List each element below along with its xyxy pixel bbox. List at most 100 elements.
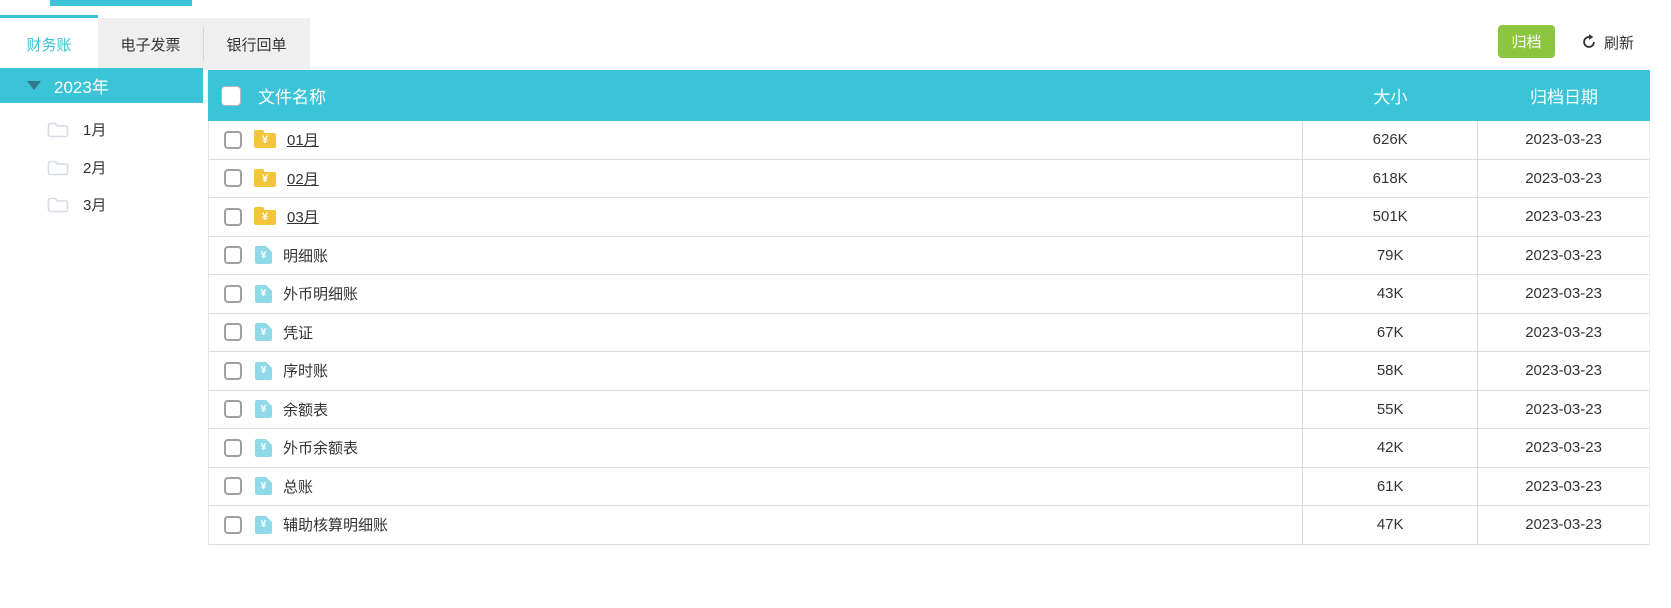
row-checkbox[interactable] [224,284,242,303]
tab-divider [203,27,204,61]
row-name-cell: ¥ 辅助核算明细账 [209,506,1302,544]
table-row: ¥03月 501K 2023-03-23 [209,198,1649,237]
row-name-cell: ¥01月 [209,121,1302,159]
table-header: 文件名称 大小 归档日期 [208,70,1650,121]
size-cell: 58K [1302,352,1477,390]
refresh-label: 刷新 [1604,34,1635,52]
tab-finance-ledger[interactable]: 财务账 [0,15,98,70]
header-name-label: 文件名称 [258,88,326,107]
date-cell: 2023-03-23 [1477,390,1649,428]
row-name-cell: ¥03月 [209,198,1302,236]
row-checkbox[interactable] [224,438,242,457]
archive-button[interactable]: 归档 [1498,25,1555,58]
table-row: ¥ 序时账 58K 2023-03-23 [209,352,1649,391]
file-name: 序时账 [283,363,329,381]
folder-yen-icon: ¥ [254,207,276,226]
date-cell: 2023-03-23 [1477,198,1649,236]
row-checkbox[interactable] [224,323,242,342]
table-row: ¥ 外币明细账 43K 2023-03-23 [209,275,1649,314]
table-row: ¥ 总账 61K 2023-03-23 [209,467,1649,506]
folder-yen-icon: ¥ [254,130,276,149]
date-cell: 2023-03-23 [1477,121,1649,159]
file-name: 明细账 [283,247,329,265]
file-name: 辅助核算明细账 [283,517,389,535]
date-cell: 2023-03-23 [1477,506,1649,544]
date-cell: 2023-03-23 [1477,429,1649,467]
row-checkbox[interactable] [224,207,242,226]
header-size-label: 大小 [1373,88,1408,107]
tab-bank-receipt[interactable]: 银行回单 [226,36,287,54]
row-name-cell: ¥ 序时账 [209,352,1302,390]
file-yen-icon: ¥ [255,438,272,457]
row-name-cell: ¥ 明细账 [209,237,1302,275]
tree-item-label: 3月 [83,197,107,215]
size-cell: 626K [1302,121,1477,159]
sidebar-tree: 1月 2月 3月 [0,103,203,224]
tree-item-label: 2月 [83,159,107,177]
year-label: 2023年 [54,78,109,97]
inactive-tabs-strip: 电子发票 银行回单 [98,18,310,70]
date-cell: 2023-03-23 [1477,275,1649,313]
row-checkbox[interactable] [224,361,242,380]
tree-item-month[interactable]: 2月 [0,149,203,187]
size-cell: 61K [1302,467,1477,505]
file-yen-icon: ¥ [255,477,272,496]
refresh-icon [1580,33,1598,51]
file-name: 凭证 [283,324,314,342]
row-name-cell: ¥ 余额表 [209,391,1302,429]
file-yen-icon: ¥ [255,284,272,303]
date-cell: 2023-03-23 [1477,236,1649,274]
size-cell: 42K [1302,429,1477,467]
date-cell: 2023-03-23 [1477,467,1649,505]
table-row: ¥02月 618K 2023-03-23 [209,159,1649,198]
row-name-cell: ¥ 凭证 [209,314,1302,352]
file-yen-icon: ¥ [255,361,272,380]
row-checkbox[interactable] [224,515,242,534]
archive-table: 文件名称 大小 归档日期 ¥01月 626K 2023-03-23 ¥02月 618K 2… [208,70,1650,545]
folder-link[interactable]: 01月 [287,132,319,150]
header-date-label: 归档日期 [1530,88,1598,107]
file-name: 外币明细账 [283,286,359,304]
size-cell: 67K [1302,313,1477,351]
folder-yen-icon: ¥ [254,168,276,187]
row-name-cell: ¥ 外币明细账 [209,275,1302,313]
triangle-down-icon [27,81,41,90]
table-row: ¥ 辅助核算明细账 47K 2023-03-23 [209,506,1649,545]
table-body: ¥01月 626K 2023-03-23 ¥02月 618K 2023-03-23 ¥03月… [208,121,1650,545]
folder-outline-icon [47,121,69,138]
date-cell: 2023-03-23 [1477,159,1649,197]
size-cell: 79K [1302,236,1477,274]
row-name-cell: ¥02月 [209,160,1302,198]
tree-item-month[interactable]: 3月 [0,186,203,224]
date-cell: 2023-03-23 [1477,352,1649,390]
table-row: ¥ 余额表 55K 2023-03-23 [209,390,1649,429]
table-row: ¥01月 626K 2023-03-23 [209,121,1649,160]
row-checkbox[interactable] [224,477,242,496]
row-checkbox[interactable] [224,400,242,419]
file-yen-icon: ¥ [255,323,272,342]
tab-bar: 财务账 电子发票 银行回单 [0,15,1671,70]
file-name: 余额表 [283,401,329,419]
tab-e-invoice[interactable]: 电子发票 [120,36,181,54]
tree-item-month[interactable]: 1月 [0,111,203,149]
refresh-button[interactable]: 刷新 [1580,30,1634,54]
row-checkbox[interactable] [224,130,242,149]
row-checkbox[interactable] [224,246,242,265]
table-row: ¥ 明细账 79K 2023-03-23 [209,236,1649,275]
select-all-checkbox[interactable] [221,85,241,106]
header-name-cell: 文件名称 [208,83,1303,108]
parent-tab-indicator [50,0,192,6]
file-yen-icon: ¥ [255,400,272,419]
file-yen-icon: ¥ [255,515,272,534]
size-cell: 43K [1302,275,1477,313]
folder-outline-icon [47,196,69,213]
row-name-cell: ¥ 外币余额表 [209,429,1302,467]
folder-link[interactable]: 03月 [287,209,319,227]
row-name-cell: ¥ 总账 [209,468,1302,506]
folder-link[interactable]: 02月 [287,170,319,188]
file-name: 外币余额表 [283,440,359,458]
date-cell: 2023-03-23 [1477,313,1649,351]
sidebar-year-node[interactable]: 2023年 [0,68,203,103]
row-checkbox[interactable] [224,169,242,188]
